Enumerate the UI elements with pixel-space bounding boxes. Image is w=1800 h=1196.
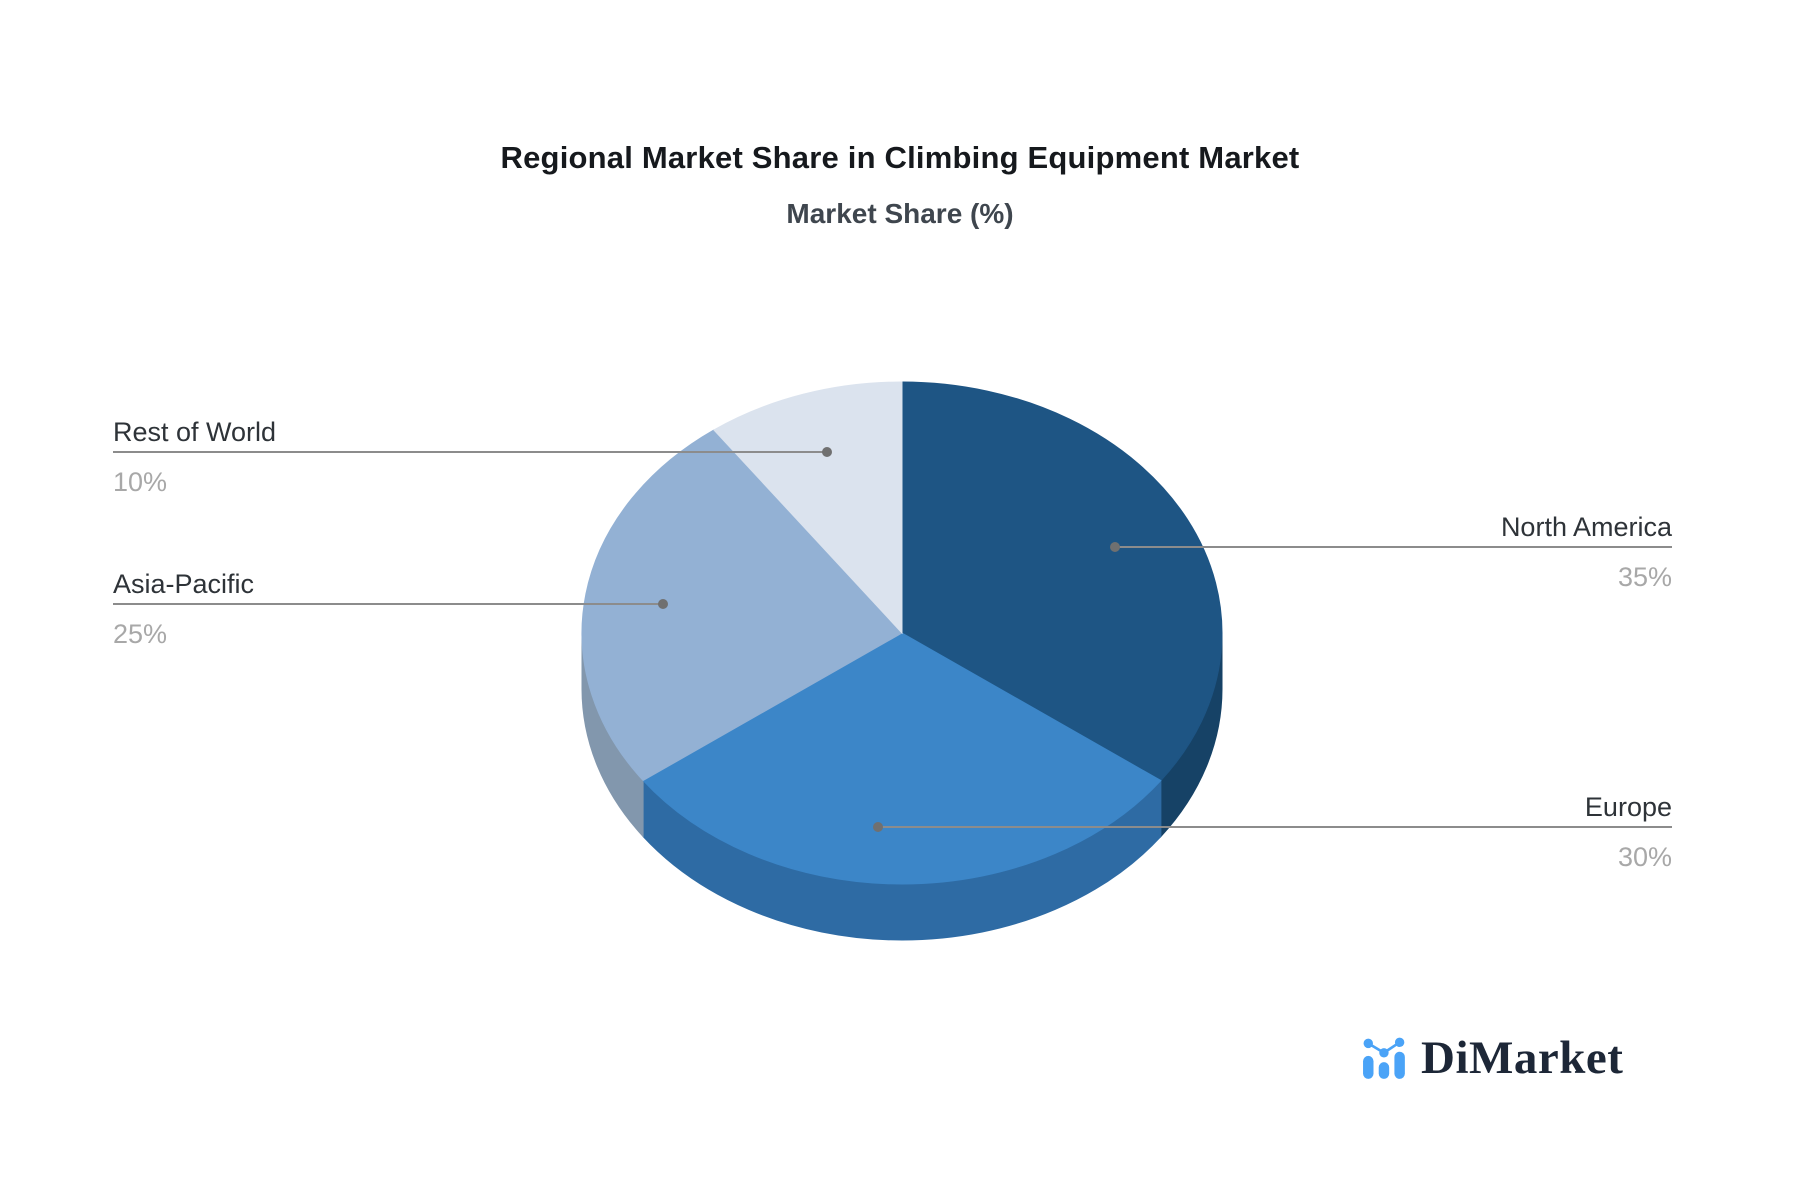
chart-title: Regional Market Share in Climbing Equipm… [500, 140, 1300, 175]
leader-dot-rest-of-world [822, 447, 832, 457]
logo-dot-2 [1379, 1048, 1389, 1058]
brand-logo-text: DiMarket [1421, 1032, 1624, 1084]
logo-bar-1 [1363, 1056, 1374, 1080]
slice-label-asia-pacific: Asia-Pacific [113, 569, 254, 599]
slice-pct-europe: 30% [1618, 842, 1672, 872]
brand-logo-icon [1363, 1037, 1405, 1080]
logo-bar-3 [1394, 1051, 1405, 1080]
slice-label-europe: Europe [1585, 792, 1672, 822]
slice-pct-asia-pacific: 25% [113, 619, 167, 649]
logo-bar-2 [1378, 1062, 1390, 1080]
slice-pct-north-america: 35% [1618, 562, 1672, 592]
slice-pct-rest-of-world: 10% [113, 467, 167, 497]
leader-dot-europe [873, 822, 883, 832]
slice-label-north-america: North America [1501, 512, 1673, 542]
pie-slice-rest-of-world [713, 381, 903, 635]
logo-dot-3 [1394, 1037, 1405, 1048]
slice-label-rest-of-world: Rest of World [113, 417, 276, 447]
pie-slice-asia-pacific [581, 429, 903, 782]
pie-slice-north-america [901, 381, 1223, 782]
leader-dot-asia-pacific [658, 599, 668, 609]
logo-dot-1 [1363, 1038, 1373, 1049]
chart-subtitle: Market Share (%) [786, 198, 1014, 229]
brand-logo: DiMarket [1362, 1032, 1624, 1084]
leader-dot-north-america [1110, 542, 1120, 552]
